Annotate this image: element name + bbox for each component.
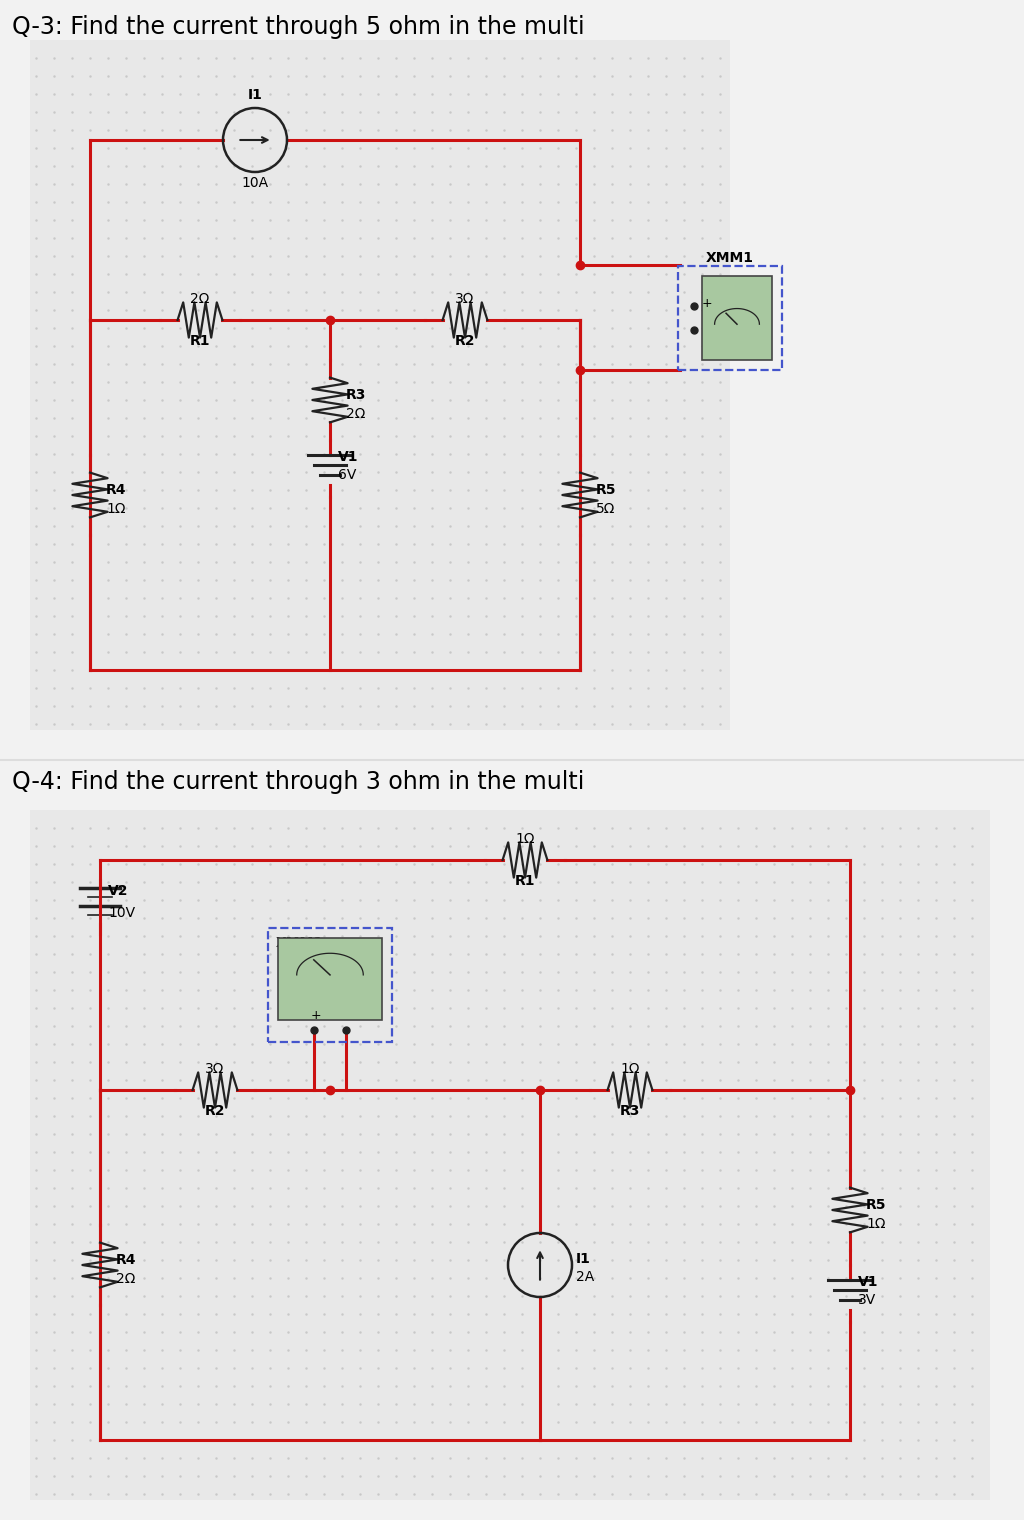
Text: 3Ω: 3Ω	[206, 1062, 224, 1076]
Text: 2Ω: 2Ω	[190, 292, 210, 306]
Text: R3: R3	[346, 388, 367, 401]
Text: 5Ω: 5Ω	[596, 502, 615, 515]
Text: 10A: 10A	[242, 176, 268, 190]
Text: V2: V2	[108, 885, 128, 898]
Text: 2Ω: 2Ω	[116, 1272, 135, 1286]
Text: 1Ω: 1Ω	[515, 831, 535, 847]
Text: 3V: 3V	[858, 1294, 877, 1307]
Bar	[30, 810, 990, 1500]
Text: R2: R2	[455, 334, 475, 348]
Text: R1: R1	[515, 874, 536, 888]
Text: +: +	[702, 296, 713, 310]
Text: R5: R5	[596, 483, 616, 497]
Text: I1: I1	[248, 88, 262, 102]
Text: 1Ω: 1Ω	[866, 1218, 886, 1231]
Text: XMM1: XMM1	[276, 936, 324, 950]
Text: R4: R4	[116, 1252, 136, 1268]
Text: R3: R3	[620, 1104, 640, 1119]
Bar	[702, 275, 772, 360]
Text: Q-3: Find the current through 5 ohm in the multi: Q-3: Find the current through 5 ohm in t…	[12, 15, 585, 40]
Text: R4: R4	[106, 483, 127, 497]
Text: Q-4: Find the current through 3 ohm in the multi: Q-4: Find the current through 3 ohm in t…	[12, 771, 585, 793]
Text: 1Ω: 1Ω	[621, 1062, 640, 1076]
Text: 2Ω: 2Ω	[346, 407, 366, 421]
Text: 2A: 2A	[575, 1271, 594, 1284]
Text: 3Ω: 3Ω	[456, 292, 475, 306]
Text: I1: I1	[575, 1252, 591, 1266]
Text: R2: R2	[205, 1104, 225, 1119]
Text: V1: V1	[858, 1275, 879, 1289]
Bar	[30, 40, 730, 730]
Text: R1: R1	[189, 334, 210, 348]
Text: R5: R5	[866, 1198, 887, 1211]
Text: +: +	[310, 1009, 322, 1021]
Text: XMM1: XMM1	[706, 251, 754, 264]
Bar	[278, 938, 382, 1020]
Text: V1: V1	[338, 450, 358, 464]
Text: 1Ω: 1Ω	[106, 502, 126, 515]
Text: 10V: 10V	[108, 906, 135, 920]
Text: 6V: 6V	[338, 468, 356, 482]
